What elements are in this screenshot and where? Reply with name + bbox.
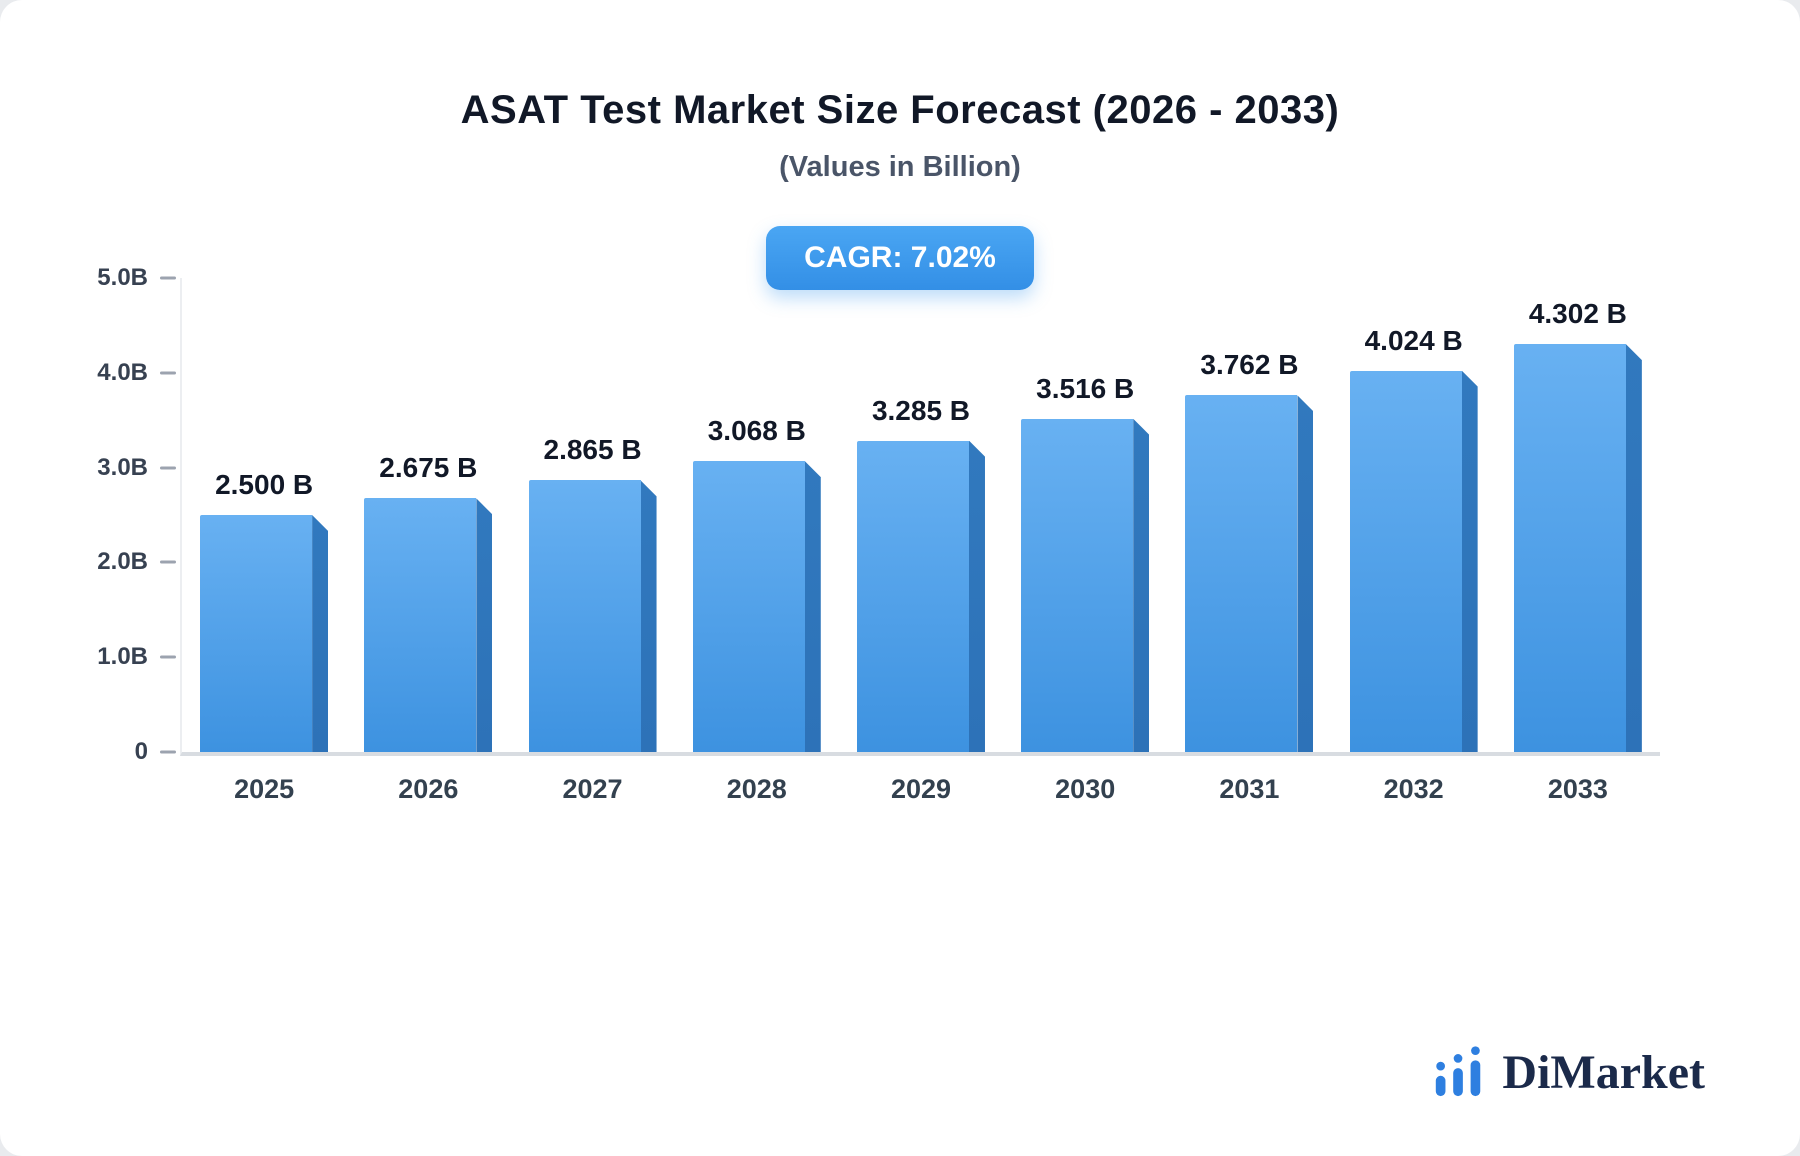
badge-row: CAGR: 7.02% [0,226,1800,290]
bar-side-shade [640,480,657,752]
bar-face [1513,344,1626,752]
bar-value-label: 4.024 B [1364,324,1463,356]
y-axis-tick-label: 2.0B [97,548,148,576]
bar-face [1349,370,1462,752]
x-axis-label: 2028 [726,774,787,804]
bar-column: 3.762 B 2031 [1167,278,1331,804]
y-axis-tick-label: 3.0B [97,453,148,481]
bar: 4.302 B [1513,298,1642,752]
bar-column: 2.500 B 2025 [182,278,346,804]
bar-column: 3.285 B 2029 [839,278,1003,804]
bar-face [692,461,805,752]
chart-title: ASAT Test Market Size Forecast (2026 - 2… [460,88,1340,132]
y-axis-tick-label: 0 [134,738,148,765]
bar-face [364,498,477,752]
y-axis-tick-label: 5.0B [97,264,148,291]
bar-face [1021,418,1134,752]
bar-value-label: 2.865 B [543,434,642,466]
bar-side-shade [1297,395,1314,752]
chart-subtitle: (Values in Billion) [779,151,1021,183]
bar: 4.024 B [1349,325,1478,752]
x-axis-label: 2030 [1055,774,1116,804]
bar-side-shade [1133,418,1150,752]
bar-side-shade [1625,344,1642,752]
bar-column: 2.675 B 2026 [346,278,510,804]
bar-value-label: 4.302 B [1528,298,1627,330]
bar: 3.762 B [1185,349,1314,752]
brand-logo: DiMarket [1430,1041,1705,1104]
bar-face [856,440,969,752]
bar-column: 2.865 B 2027 [510,278,674,804]
bar: 3.068 B [692,415,821,752]
bar-column: 3.068 B 2028 [675,278,839,804]
y-axis-tick-mark [160,466,176,470]
y-axis-tick-mark [160,750,176,754]
bar: 2.500 B [200,469,329,752]
x-axis-label: 2025 [234,774,295,804]
bar-value-label: 2.500 B [215,469,314,500]
x-axis-label: 2033 [1547,774,1608,804]
bar-side-shade [476,498,493,752]
y-axis-tick-mark [160,655,176,659]
y-axis-tick-mark [160,371,176,375]
bar: 3.285 B [856,395,985,752]
bar-column: 3.516 B 2030 [1003,278,1167,804]
bar: 2.865 B [528,434,657,752]
bar-face [1185,395,1298,752]
bar-value-label: 2.675 B [379,452,478,484]
x-axis-label: 2026 [398,774,459,804]
x-axis-label: 2027 [562,774,623,804]
y-axis-tick-label: 4.0B [97,358,148,386]
bar: 3.516 B [1021,373,1150,752]
bar-column: 4.024 B 2032 [1332,278,1496,804]
chart-header: ASAT Test Market Size Forecast (2026 - 2… [0,0,1800,184]
y-axis-tick-label: 1.0B [97,643,148,671]
bar-side-shade [968,440,985,752]
y-axis-tick-mark [160,276,176,280]
x-axis-label: 2032 [1383,774,1444,804]
brand-name: DiMarket [1502,1046,1705,1099]
bar-value-label: 3.068 B [707,415,806,447]
x-axis-label: 2031 [1219,774,1280,804]
bar: 2.675 B [364,452,493,752]
bar-chart-icon [1430,1041,1488,1104]
bar-column: 4.302 B 2033 [1496,278,1660,804]
bar-value-label: 3.516 B [1036,372,1135,404]
bar-side-shade [804,461,821,752]
bar-value-label: 3.285 B [871,394,971,426]
cagr-badge: CAGR: 7.02% [766,226,1034,290]
x-axis-label: 2029 [890,774,952,804]
bar-side-shade [1461,370,1478,752]
bar-face [528,480,641,752]
bar-face [200,515,313,752]
bar-value-label: 3.762 B [1200,349,1299,381]
y-axis-tick-mark [160,560,176,564]
bar-side-shade [312,515,329,752]
